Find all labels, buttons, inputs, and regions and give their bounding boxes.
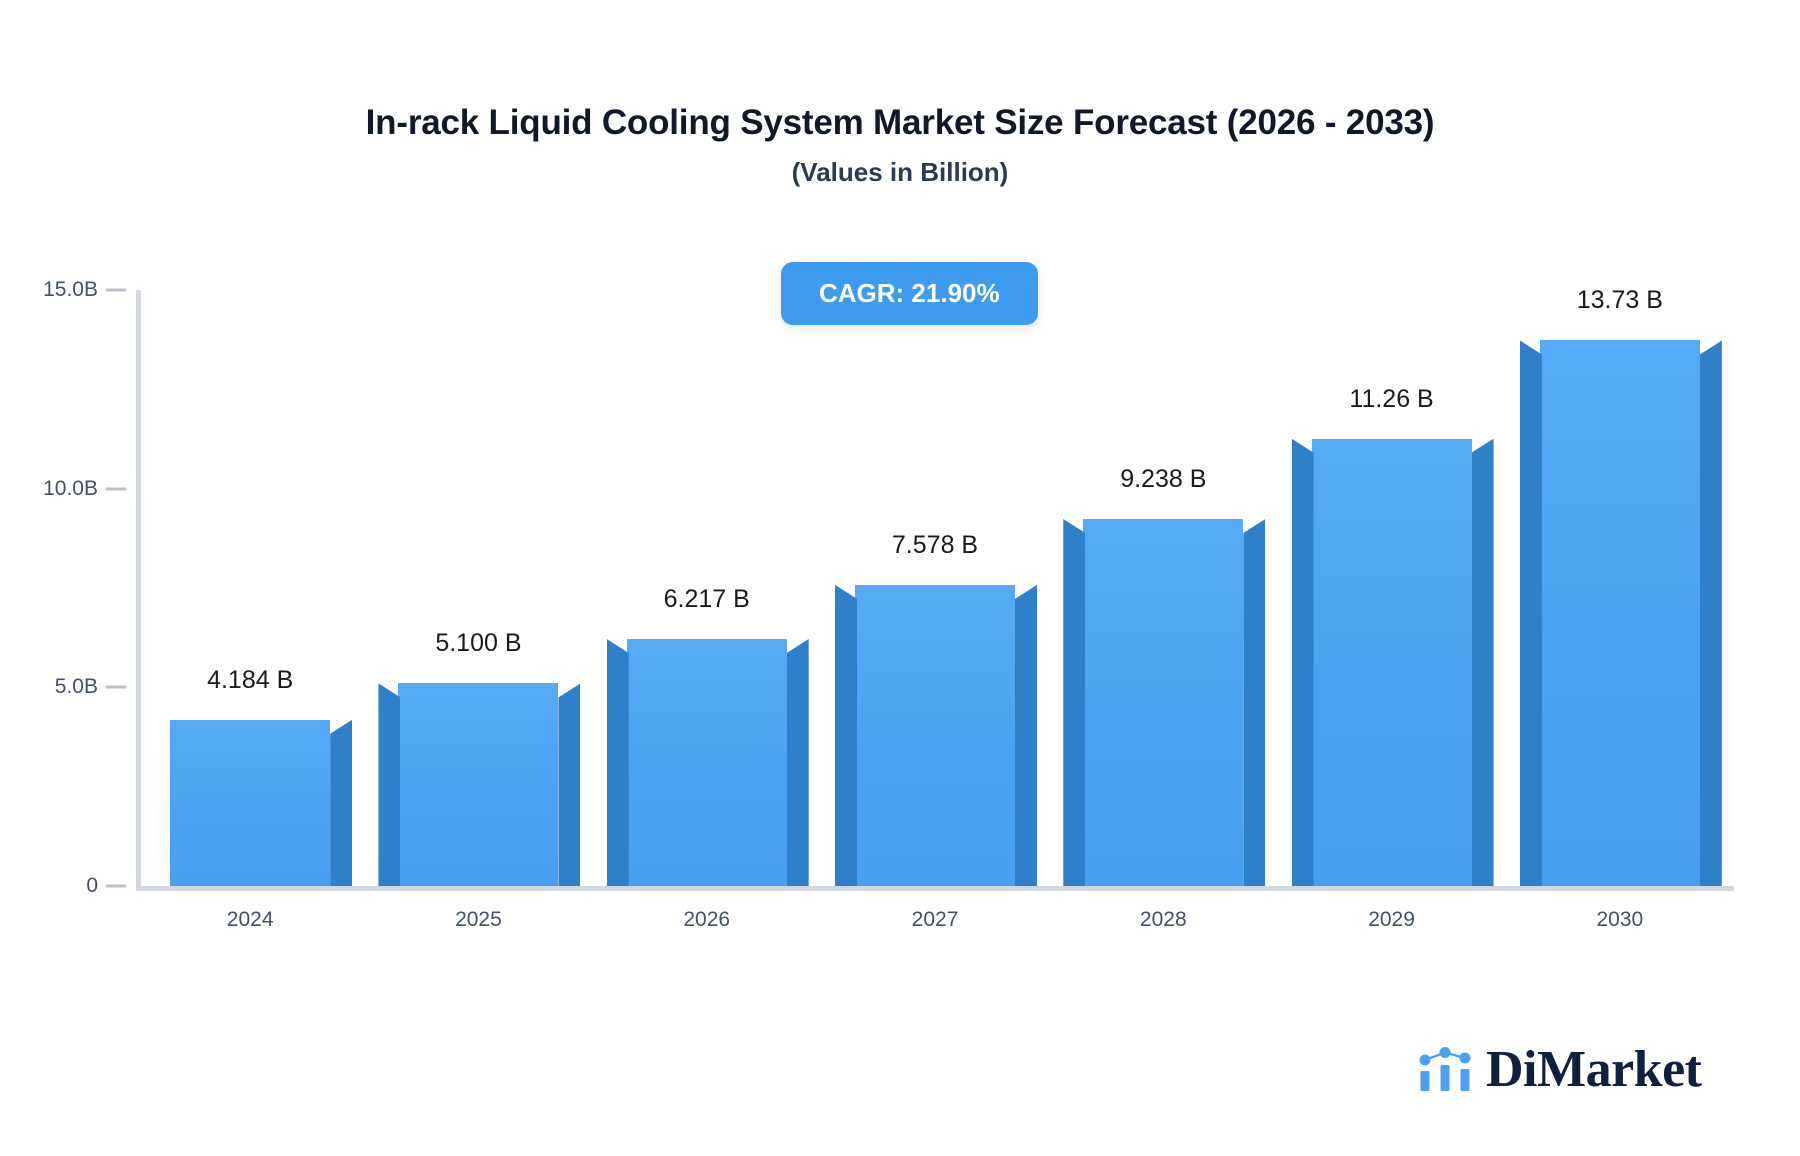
bar-face (1083, 518, 1244, 886)
bar[interactable] (1519, 340, 1722, 886)
bar-side-right (1699, 340, 1722, 886)
y-tick-mark (106, 288, 126, 292)
chart-header: In-rack Liquid Cooling System Market Siz… (0, 103, 1800, 188)
x-tick-label: 2027 (911, 908, 959, 931)
x-tick-label: 2026 (683, 908, 731, 931)
bar-side-left (1291, 438, 1314, 886)
bar-value-label: 7.578 B (891, 530, 979, 559)
bar-side-right (1243, 518, 1266, 886)
bar-side-right (1471, 438, 1494, 886)
dimarket-logo: DiMarket (1418, 1041, 1702, 1098)
bar[interactable] (378, 683, 581, 886)
bar-face (626, 638, 787, 886)
chart-title: In-rack Liquid Cooling System Market Siz… (365, 103, 1435, 142)
bar-face (398, 683, 559, 886)
bar[interactable] (835, 584, 1037, 886)
bar-series: 4.184 B 2024 5.100 B 2025 6.217 B 2026 7.578 B… (136, 0, 1734, 1156)
bar-value-label: 4.184 B (207, 665, 294, 694)
bar-side-left (1519, 340, 1542, 886)
y-tick-mark (106, 884, 126, 888)
x-axis-line (136, 886, 1734, 891)
bar-face (170, 719, 331, 886)
x-tick-label: 2025 (455, 908, 502, 931)
bar-side-left (606, 638, 629, 886)
bar-value-label: 13.73 B (1576, 286, 1663, 315)
bar-side-left (1063, 518, 1086, 886)
y-tick-label: 10.0B (43, 476, 98, 500)
bar[interactable] (170, 719, 353, 886)
cagr-badge: CAGR: 21.90% (781, 262, 1038, 325)
y-axis: 15.0B 10.0B 5.0B 0 (0, 0, 136, 1156)
x-tick-label: 2028 (1139, 908, 1187, 931)
logo-text: DiMarket (1486, 1041, 1702, 1098)
bar-value-label: 9.238 B (1120, 464, 1207, 493)
y-tick-mark (106, 487, 126, 491)
bar-side-left (835, 584, 857, 886)
bar-side-left (378, 683, 401, 886)
bar-side-right (786, 638, 809, 886)
x-tick-label: 2029 (1368, 908, 1415, 931)
bar-value-label: 5.100 B (435, 629, 522, 658)
bar[interactable] (1291, 438, 1494, 886)
bar-value-label: 11.26 B (1349, 384, 1434, 413)
bar-side-right (330, 719, 353, 886)
x-tick-label: 2030 (1596, 908, 1644, 931)
y-axis-line (136, 290, 141, 891)
y-tick-mark (106, 685, 126, 689)
bar[interactable] (1063, 518, 1266, 886)
y-tick-label: 0 (86, 874, 98, 897)
bar-face (855, 584, 1015, 886)
bar-face (1539, 340, 1700, 886)
chart-subtitle: (Values in Billion) (791, 156, 1009, 187)
bar[interactable] (606, 638, 809, 886)
bar-value-label: 6.217 B (663, 584, 750, 613)
bar-face (1311, 438, 1472, 886)
bar-chart-icon (1419, 1047, 1471, 1091)
x-tick-label: 2024 (226, 908, 274, 931)
bar-side-right (1015, 584, 1037, 886)
y-tick-label: 5.0B (54, 675, 98, 699)
y-tick-label: 15.0B (43, 278, 98, 301)
bar-side-right (558, 683, 581, 886)
